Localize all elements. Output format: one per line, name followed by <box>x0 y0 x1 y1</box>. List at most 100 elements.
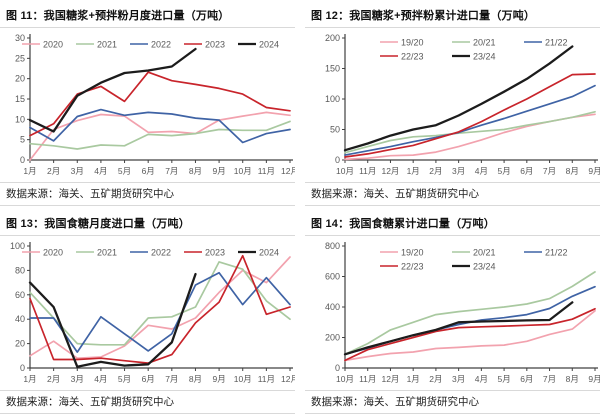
x-tick-label: 7月 <box>165 166 178 176</box>
x-tick-label: 8月 <box>189 374 202 384</box>
y-tick-label: 400 <box>325 302 340 312</box>
fig14-line-chart: 0 200 400 600 800 10月 11月 12月 1月 2月 3月 4月 5月 6月 7月 8月 9月… <box>325 241 600 384</box>
y-tick-label: 25 <box>15 53 25 63</box>
y-tick-label: 60 <box>15 290 25 300</box>
x-tick-label: 6月 <box>142 166 155 176</box>
legend-label-23/24: 23/24 <box>473 52 496 62</box>
x-tick-label: 8月 <box>566 166 579 176</box>
x-tick-label: 4月 <box>475 166 488 176</box>
y-tick-label: 0 <box>20 363 25 373</box>
legend-label-2020: 2020 <box>43 248 63 258</box>
x-tick-label: 9月 <box>212 374 225 384</box>
y-tick-label: 100 <box>10 241 25 251</box>
legend-label-2021: 2021 <box>97 40 117 50</box>
legend-label-2023: 2023 <box>205 40 225 50</box>
figure-11-title: 图 11：我国糖浆+预拌粉月度进口量（万吨） <box>0 4 295 28</box>
x-tick-label: 2月 <box>47 374 60 384</box>
x-tick-label: 9月 <box>212 166 225 176</box>
figure-14-source: 数据来源：海关、五矿期货研究中心 <box>305 390 600 414</box>
legend-label-20/21: 20/21 <box>473 38 496 48</box>
y-tick-label: 20 <box>15 74 25 84</box>
series-line-2022 <box>29 108 291 144</box>
x-tick-label: 8月 <box>566 374 579 384</box>
y-tick-label: 40 <box>15 314 25 324</box>
figure-panel-11: 图 11：我国糖浆+预拌粉月度进口量（万吨） 0 5 10 15 20 25 30 1月 2月 3… <box>0 4 295 206</box>
x-tick-label: 1月 <box>407 166 420 176</box>
series-line-19/20 <box>344 113 596 161</box>
x-tick-label: 1月 <box>23 374 36 384</box>
x-tick-label: 1月 <box>407 374 420 384</box>
series-line-23/24 <box>343 301 574 356</box>
x-tick-label: 12月 <box>281 374 295 384</box>
legend-label-22/23: 22/23 <box>401 52 424 62</box>
legend-label-2022: 2022 <box>151 248 171 258</box>
x-tick-label: 6月 <box>520 374 533 384</box>
y-tick-label: 800 <box>325 241 340 251</box>
x-tick-label: 5月 <box>118 166 131 176</box>
legend-label-2024: 2024 <box>259 248 279 258</box>
x-tick-label: 5月 <box>118 374 131 384</box>
figure-13-title: 图 13：我国食糖月度进口量（万吨） <box>0 212 295 236</box>
x-tick-label: 10月 <box>234 374 252 384</box>
series-line-2024 <box>28 272 197 368</box>
legend-label-20/21: 20/21 <box>473 248 496 258</box>
figure-11-source: 数据来源：海关、五矿期货研究中心 <box>0 182 295 206</box>
x-tick-label: 3月 <box>452 374 465 384</box>
y-tick-label: 200 <box>325 33 340 43</box>
x-tick-label: 12月 <box>281 166 295 176</box>
legend-label-2020: 2020 <box>43 40 63 50</box>
fig12-line-chart: 0 50 100 150 200 10月 11月 12月 1月 2月 3月 4月 5月 6月 7月 8月 9月 1… <box>325 33 600 176</box>
x-tick-label: 6月 <box>142 374 155 384</box>
legend-label-2024: 2024 <box>259 40 279 50</box>
x-tick-label: 11月 <box>359 166 376 176</box>
series-line-2024 <box>28 47 197 133</box>
series-line-20/21 <box>344 271 596 356</box>
x-tick-label: 10月 <box>336 374 354 384</box>
x-tick-label: 2月 <box>429 166 442 176</box>
series-line-2023 <box>29 71 291 137</box>
x-tick-label: 12月 <box>381 374 399 384</box>
figure-12-title: 图 12：我国糖浆+预拌粉累计进口量（万吨） <box>305 4 600 28</box>
figure-panel-14: 图 14：我国食糖累计进口量（万吨） 0 200 400 600 800 10月 11月 12… <box>305 212 600 414</box>
series-line-20/21 <box>344 110 596 154</box>
x-tick-label: 10月 <box>234 166 252 176</box>
y-tick-label: 50 <box>330 125 340 135</box>
x-tick-label: 4月 <box>94 374 107 384</box>
x-tick-label: 11月 <box>258 374 275 384</box>
legend-label-2021: 2021 <box>97 248 117 258</box>
x-tick-label: 9月 <box>588 166 600 176</box>
series-line-19/20 <box>344 309 596 362</box>
figure-14-title: 图 14：我国食糖累计进口量（万吨） <box>305 212 600 236</box>
series-line-2021 <box>29 261 291 346</box>
legend-label-22/23: 22/23 <box>401 262 424 272</box>
x-tick-label: 3月 <box>71 166 84 176</box>
x-tick-label: 11月 <box>258 166 275 176</box>
y-tick-label: 10 <box>15 114 25 124</box>
x-tick-label: 11月 <box>359 374 376 384</box>
y-tick-label: 5 <box>20 135 25 145</box>
series-line-2020 <box>29 111 291 161</box>
x-tick-label: 10月 <box>336 166 354 176</box>
series-line-2022 <box>29 271 291 353</box>
figure-13-source: 数据来源：海关、五矿期货研究中心 <box>0 390 295 414</box>
x-tick-label: 5月 <box>497 374 510 384</box>
figure-panel-12: 图 12：我国糖浆+预拌粉累计进口量（万吨） 0 50 100 150 200 10月 11… <box>305 4 600 206</box>
x-tick-label: 9月 <box>588 374 600 384</box>
figure-12-source: 数据来源：海关、五矿期货研究中心 <box>305 182 600 206</box>
y-tick-label: 600 <box>325 272 340 282</box>
y-tick-label: 20 <box>15 339 25 349</box>
y-tick-label: 15 <box>15 94 25 104</box>
x-tick-label: 1月 <box>23 166 36 176</box>
y-tick-label: 0 <box>20 155 25 165</box>
y-tick-label: 150 <box>325 64 340 74</box>
x-tick-label: 3月 <box>71 374 84 384</box>
legend-label-2022: 2022 <box>151 40 171 50</box>
series-line-2021 <box>29 120 291 150</box>
fig11-line-chart: 0 5 10 15 20 25 30 1月 2月 3月 4月 5月 6月 7月 8月 9月 10月 11月 12月 2… <box>15 33 295 176</box>
figure-panel-13: 图 13：我国食糖月度进口量（万吨） 0 20 40 60 80 100 1月 2月 3月 4月 5… <box>0 212 295 414</box>
x-tick-label: 7月 <box>543 166 556 176</box>
series-line-21/22 <box>344 84 596 156</box>
y-tick-label: 0 <box>335 363 340 373</box>
series-line-22/23 <box>344 73 596 158</box>
